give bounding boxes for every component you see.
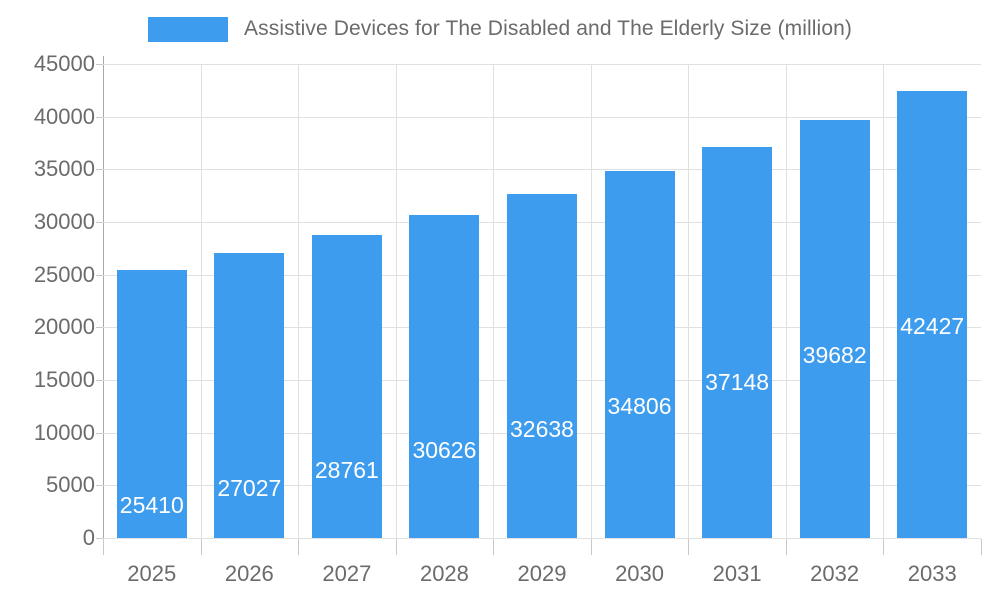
x-axis-tick-mark [103, 539, 104, 555]
y-axis-tick-label: 15000 [33, 367, 95, 392]
bar-group: 37148 [688, 64, 786, 538]
bar-value-label: 34806 [607, 393, 672, 420]
bar[interactable] [506, 194, 577, 538]
bar-group: 34806 [591, 64, 689, 538]
x-axis-tick-label: 2032 [810, 561, 860, 586]
bar[interactable] [311, 235, 382, 538]
x-axis-tick-label: 2029 [517, 561, 567, 586]
x-axis-tick-mark [298, 539, 300, 555]
bar-group: 39682 [786, 64, 884, 538]
bar-value-label: 27027 [217, 475, 282, 502]
y-axis-tick-mark [96, 169, 104, 171]
x-axis-tick-mark [981, 539, 982, 555]
bar-group: 28761 [298, 64, 396, 538]
bar[interactable] [799, 120, 870, 538]
x-axis-tick-label: 2026 [224, 561, 274, 586]
y-axis-tick-mark [96, 64, 104, 65]
y-axis-tick-label: 30000 [33, 209, 95, 234]
y-axis-line [103, 56, 104, 554]
x-axis-tick-mark [200, 539, 202, 555]
bar-value-label: 28761 [314, 457, 379, 484]
y-axis-tick-label: 5000 [46, 472, 95, 498]
bar-series: 25410 27027 28761 30626 32638 34806 37148 39682… [103, 64, 981, 538]
plot-area: 25410 27027 28761 30626 32638 34806 37148 39682… [103, 64, 981, 539]
y-axis-tick-mark [96, 222, 104, 223]
legend-color-swatch-icon [148, 16, 229, 42]
y-axis-tick-mark [96, 485, 104, 487]
x-axis-tick-mark [883, 539, 885, 555]
x-axis-tick-label: 2033 [907, 561, 957, 586]
bar[interactable] [702, 146, 773, 538]
x-axis-tick-mark [493, 539, 495, 555]
x-axis-tick-mark [688, 539, 690, 555]
x-axis-tick-label: 2028 [419, 561, 469, 586]
y-axis-tick-mark [96, 380, 104, 381]
bar[interactable] [116, 270, 187, 538]
bar-group: 25410 [103, 64, 201, 538]
x-axis-tick-mark [395, 539, 397, 555]
bar-group: 30626 [396, 64, 494, 538]
bar-value-label: 39682 [802, 342, 867, 369]
x-axis-tick-label: 2027 [322, 561, 372, 586]
bar-value-label: 42427 [900, 313, 965, 340]
legend-item[interactable]: Assistive Devices for The Disabled and T… [148, 16, 852, 42]
x-axis-tick-mark [785, 539, 787, 555]
y-axis-tick-label: 10000 [33, 419, 95, 445]
y-axis-tick-mark [96, 274, 104, 276]
y-axis-tick-mark [96, 432, 104, 434]
bar-group: 27027 [201, 64, 299, 538]
y-axis-tick-label: 45000 [33, 51, 95, 76]
bar-group: 42427 [883, 64, 981, 538]
y-axis-tick-label: 20000 [33, 314, 95, 340]
y-axis-tick-label: 0 [82, 525, 95, 550]
bar[interactable] [214, 253, 285, 538]
bar-value-label: 37148 [705, 368, 770, 395]
bar-value-label: 30626 [412, 437, 477, 464]
y-axis-tick-mark [96, 327, 104, 329]
y-axis-tick-label: 35000 [33, 156, 95, 182]
x-axis-tick-label: 2031 [712, 561, 762, 586]
x-axis-tick-mark [590, 539, 592, 555]
bar-value-label: 32638 [510, 416, 574, 443]
y-axis-tick-label: 25000 [33, 261, 95, 287]
bar[interactable] [897, 91, 968, 538]
bar[interactable] [409, 215, 480, 538]
x-axis-tick-label: 2030 [615, 561, 665, 586]
bar[interactable] [604, 171, 675, 538]
y-axis-tick-mark [96, 538, 104, 539]
chart-legend: Assistive Devices for The Disabled and T… [0, 0, 1000, 58]
legend-item-label: Assistive Devices for The Disabled and T… [244, 17, 852, 40]
y-axis-tick-mark [96, 116, 104, 118]
bar-group: 32638 [493, 64, 591, 538]
x-axis-tick-labels: 2025 2026 2027 2028 2029 2030 2031 2032 2033 [103, 539, 982, 599]
bar-value-label: 25410 [119, 492, 184, 519]
x-axis-tick-label: 2025 [127, 561, 177, 586]
y-axis-tick-label: 40000 [33, 103, 95, 129]
y-axis-tick-labels: 0 5000 10000 15000 20000 25000 30000 35000 40000… [0, 0, 104, 600]
